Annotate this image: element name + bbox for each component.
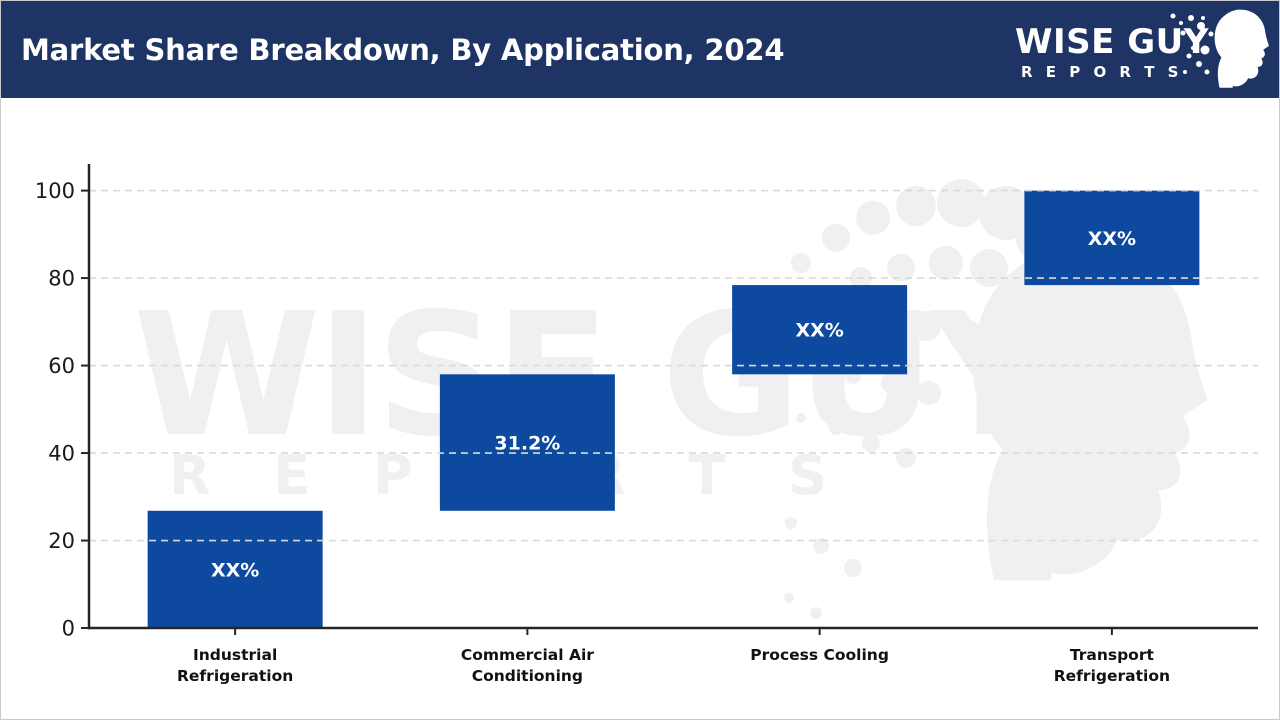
bar — [147, 510, 323, 628]
y-tick-label: 0 — [62, 617, 75, 641]
header-bar: Market Share Breakdown, By Application, … — [1, 1, 1279, 98]
x-category-label: Refrigeration — [1054, 667, 1170, 685]
logo-head-icon — [1170, 9, 1269, 88]
bar-value-label: XX% — [1088, 228, 1136, 250]
wise-guy-logo: WISE GUY R E P O R T S — [1015, 9, 1269, 88]
x-category-label: Transport — [1070, 646, 1155, 664]
bar-value-label: XX% — [795, 320, 843, 342]
plot-region: WISE GUY R E P O R T S — [35, 164, 1258, 685]
bar-value-label: 31.2% — [494, 433, 560, 455]
x-category-label: Process Cooling — [750, 646, 889, 664]
bar — [732, 285, 908, 375]
x-category-label: Industrial — [193, 646, 277, 664]
logo-subtext: R E P O R T S — [1021, 63, 1182, 81]
x-category-label: Refrigeration — [177, 667, 293, 685]
page-title: Market Share Breakdown, By Application, … — [21, 32, 785, 67]
bar — [1024, 190, 1200, 286]
y-tick-label: 40 — [48, 442, 75, 466]
y-tick-label: 100 — [35, 179, 75, 203]
chart-area: WISE GUY R E P O R T S — [1, 98, 1279, 719]
logo-wordmark: WISE GUY — [1015, 22, 1209, 62]
x-category-label: Commercial Air — [461, 646, 594, 664]
bar — [439, 374, 615, 511]
y-tick-label: 80 — [48, 267, 75, 291]
y-tick-label: 20 — [48, 529, 75, 553]
x-category-label: Conditioning — [472, 667, 583, 685]
watermark-head-icon — [784, 179, 1208, 619]
bar-value-label: XX% — [211, 559, 259, 581]
y-tick-label: 60 — [48, 354, 75, 378]
